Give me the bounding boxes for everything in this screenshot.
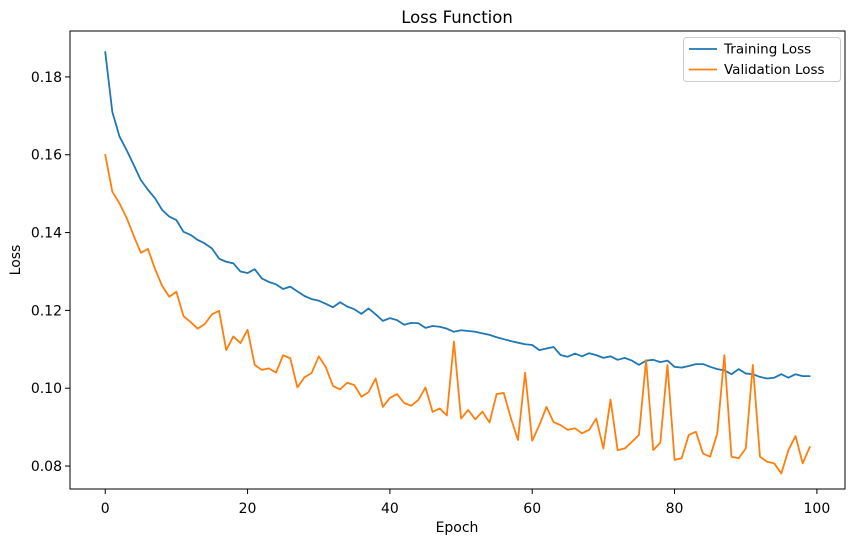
legend-box [683,37,841,82]
y-tick-label: 0.10 [31,381,62,397]
x-tick-label: 100 [804,501,831,517]
x-tick-label: 0 [101,501,110,517]
training-loss-line [104,51,811,380]
x-tick-label: 60 [523,501,541,517]
chart-title: Loss Function [401,8,513,27]
axes-layer: 0 20 40 60 80 100 0.08 0.10 0.12 0.14 0.16 0.18 [31,30,846,517]
plot-area [70,31,845,489]
axes-spines [69,30,846,490]
x-axis-label: Epoch [436,520,479,536]
y-axis-label: Loss [8,245,24,276]
y-tick-label: 0.16 [31,148,62,164]
legend: Training Loss Validation Loss [683,37,841,82]
legend-label-validation-loss: Validation Loss [724,62,825,78]
legend-label-training-loss: Training Loss [723,42,811,58]
validation-loss-line [104,153,811,475]
x-tick-label: 80 [666,501,684,517]
y-tick-label: 0.18 [31,70,62,86]
y-tick-label: 0.08 [31,459,62,475]
x-tick-label: 20 [239,501,257,517]
y-tick-label: 0.14 [31,226,62,242]
x-tick-label: 40 [381,501,399,517]
y-tick-label: 0.12 [31,303,62,319]
series-layer [104,51,811,475]
